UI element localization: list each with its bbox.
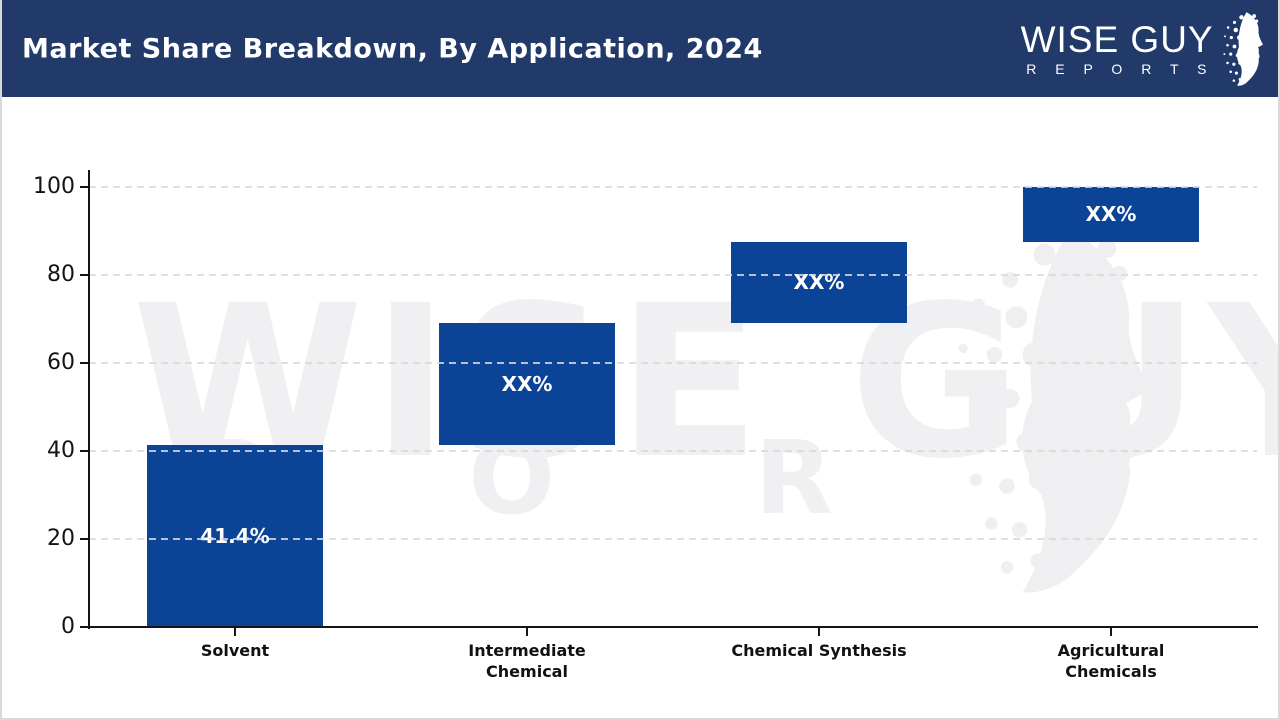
x-axis-tick xyxy=(234,628,236,636)
y-axis-tick xyxy=(80,538,89,540)
x-axis-category-label: Chemical Synthesis xyxy=(731,641,907,660)
bar-value-label: 41.4% xyxy=(200,523,270,548)
x-axis-category-label: Solvent xyxy=(200,641,270,660)
y-axis-tick xyxy=(80,626,89,628)
wiseguy-logo: WISE GUY R E P O R T S xyxy=(1020,8,1270,90)
y-axis-tick-label: 20 xyxy=(47,526,75,551)
bar-agricultural-chemicals: XX% xyxy=(1023,187,1199,242)
y-axis-tick xyxy=(80,274,89,276)
y-axis-tick xyxy=(80,362,89,364)
bar-chemical-synthesis: XX% xyxy=(731,241,907,323)
wiseguy-face-icon xyxy=(1223,12,1263,86)
y-axis-tick-label: 100 xyxy=(33,174,75,199)
gridline-40 xyxy=(89,450,1257,452)
watermark-face-icon xyxy=(955,229,1151,593)
y-axis-tick-label: 60 xyxy=(47,350,75,375)
y-axis-tick xyxy=(80,450,89,452)
watermark-text-2: P O R T S xyxy=(194,419,1278,538)
wiseguy-logo-text: WISE GUY R E P O R T S xyxy=(1020,21,1214,77)
y-axis-tick xyxy=(80,186,89,188)
y-axis-tick-label: 80 xyxy=(47,262,75,287)
x-axis-line xyxy=(88,626,1258,628)
logo-wordmark: WISE GUY xyxy=(1020,19,1214,60)
gridline-80 xyxy=(89,274,1257,276)
bar-solvent: 41.4% xyxy=(147,444,323,627)
gridline-20 xyxy=(89,538,1257,540)
x-axis-tick xyxy=(818,628,820,636)
y-axis-line xyxy=(88,170,90,629)
bar-intermediate-chemical: XX% xyxy=(439,322,615,445)
x-axis-tick xyxy=(526,628,528,636)
gridline-60 xyxy=(89,362,1257,364)
logo-subtext: R E P O R T S xyxy=(1026,61,1214,77)
x-axis-category-label: Agricultural Chemicals xyxy=(1057,641,1165,681)
y-axis-tick-label: 0 xyxy=(61,614,75,639)
bar-value-label: XX% xyxy=(501,371,553,396)
x-axis-tick xyxy=(1110,628,1112,636)
gridline-100 xyxy=(89,186,1257,188)
page-title: Market Share Breakdown, By Application, … xyxy=(22,33,763,64)
x-axis-category-label: Intermediate Chemical xyxy=(468,641,586,681)
y-axis-tick-label: 40 xyxy=(47,438,75,463)
header: Market Share Breakdown, By Application, … xyxy=(2,0,1278,97)
bar-value-label: XX% xyxy=(1085,202,1137,227)
